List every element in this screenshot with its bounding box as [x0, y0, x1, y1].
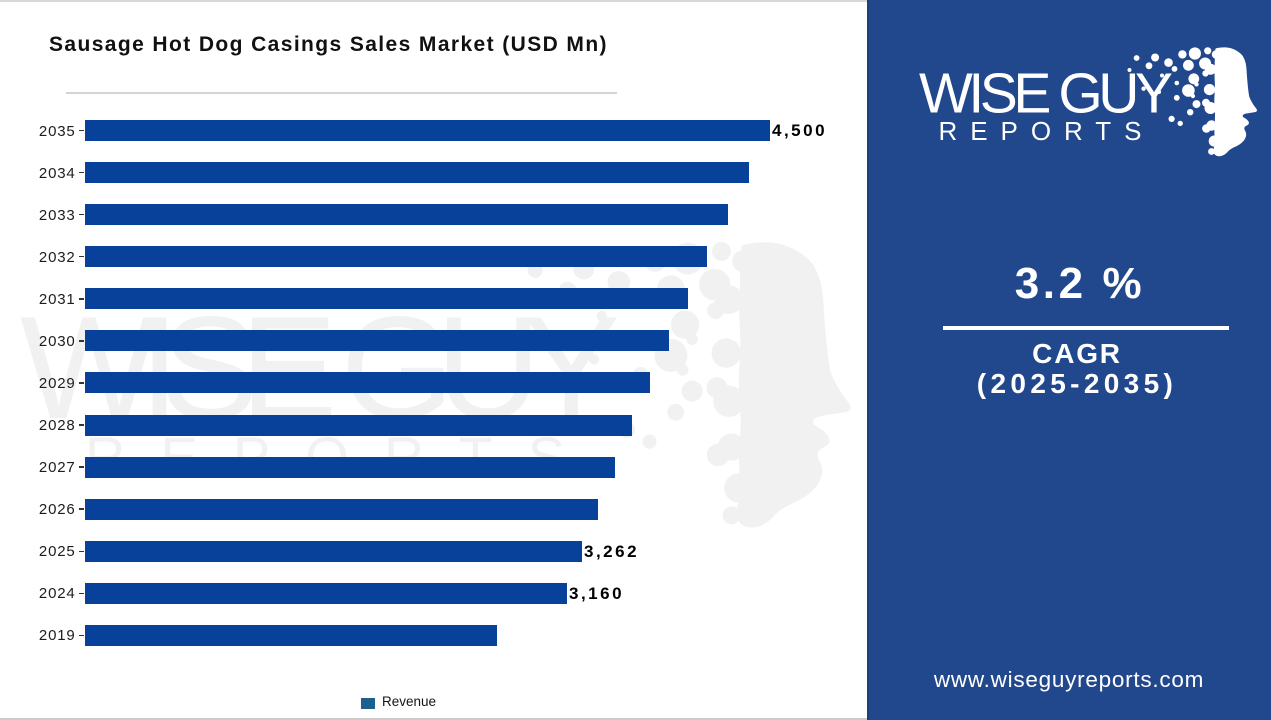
svg-text:WISE GUY: WISE GUY [919, 62, 1173, 126]
svg-text:REPORTS: REPORTS [939, 116, 1154, 146]
